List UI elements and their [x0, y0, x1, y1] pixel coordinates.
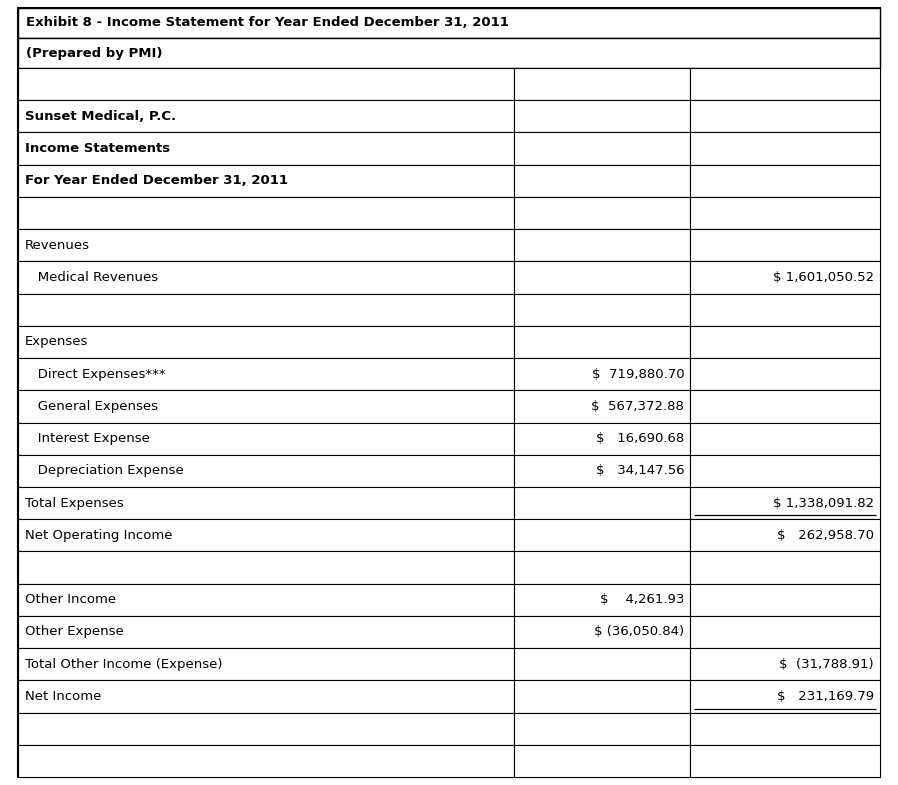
- Bar: [18, 616, 514, 648]
- Bar: [691, 616, 880, 648]
- Bar: [514, 197, 691, 229]
- Bar: [18, 681, 514, 713]
- Bar: [18, 165, 514, 197]
- Bar: [18, 390, 514, 422]
- Bar: [514, 487, 691, 519]
- Bar: [691, 551, 880, 583]
- Bar: [514, 713, 691, 745]
- Text: $ 1,601,050.52: $ 1,601,050.52: [773, 271, 874, 284]
- Text: $   34,147.56: $ 34,147.56: [595, 465, 684, 477]
- Bar: [691, 487, 880, 519]
- Bar: [691, 294, 880, 326]
- Bar: [18, 422, 514, 455]
- Bar: [514, 358, 691, 390]
- Bar: [18, 8, 880, 38]
- Bar: [514, 294, 691, 326]
- Bar: [691, 229, 880, 261]
- Bar: [514, 551, 691, 583]
- Text: $ 1,338,091.82: $ 1,338,091.82: [773, 497, 874, 509]
- Bar: [514, 100, 691, 133]
- Text: Depreciation Expense: Depreciation Expense: [25, 465, 184, 477]
- Bar: [18, 519, 514, 551]
- Text: Net Operating Income: Net Operating Income: [25, 529, 172, 542]
- Bar: [514, 519, 691, 551]
- Text: $   231,169.79: $ 231,169.79: [777, 690, 874, 703]
- Text: $   262,958.70: $ 262,958.70: [777, 529, 874, 542]
- Text: Income Statements: Income Statements: [25, 142, 170, 155]
- Bar: [691, 713, 880, 745]
- Text: Other Income: Other Income: [25, 593, 116, 606]
- Text: $  719,880.70: $ 719,880.70: [592, 367, 684, 381]
- Text: Net Income: Net Income: [25, 690, 101, 703]
- Bar: [18, 100, 514, 133]
- Text: For Year Ended December 31, 2011: For Year Ended December 31, 2011: [25, 174, 288, 188]
- Bar: [18, 487, 514, 519]
- Bar: [18, 294, 514, 326]
- Bar: [691, 745, 880, 777]
- Text: Direct Expenses***: Direct Expenses***: [25, 367, 165, 381]
- Bar: [691, 326, 880, 358]
- Text: $    4,261.93: $ 4,261.93: [600, 593, 684, 606]
- Bar: [18, 197, 514, 229]
- Bar: [514, 455, 691, 487]
- Bar: [514, 390, 691, 422]
- Bar: [18, 648, 514, 681]
- Bar: [18, 38, 880, 68]
- Bar: [514, 261, 691, 294]
- Bar: [514, 229, 691, 261]
- Bar: [691, 455, 880, 487]
- Text: Interest Expense: Interest Expense: [25, 432, 150, 445]
- Bar: [691, 519, 880, 551]
- Bar: [691, 648, 880, 681]
- Bar: [18, 358, 514, 390]
- Bar: [18, 133, 514, 165]
- Text: Other Expense: Other Expense: [25, 626, 124, 638]
- Text: $  567,372.88: $ 567,372.88: [592, 400, 684, 413]
- Bar: [18, 326, 514, 358]
- Text: Total Expenses: Total Expenses: [25, 497, 124, 509]
- Text: Medical Revenues: Medical Revenues: [25, 271, 158, 284]
- Bar: [691, 390, 880, 422]
- Bar: [691, 358, 880, 390]
- Bar: [691, 197, 880, 229]
- Bar: [514, 165, 691, 197]
- Bar: [18, 583, 514, 616]
- Bar: [18, 551, 514, 583]
- Bar: [514, 745, 691, 777]
- Bar: [18, 261, 514, 294]
- Text: Sunset Medical, P.C.: Sunset Medical, P.C.: [25, 110, 176, 122]
- Text: $  (31,788.91): $ (31,788.91): [779, 658, 874, 670]
- Bar: [514, 68, 691, 100]
- Text: Revenues: Revenues: [25, 239, 90, 252]
- Bar: [18, 455, 514, 487]
- Text: Total Other Income (Expense): Total Other Income (Expense): [25, 658, 223, 670]
- Bar: [18, 68, 514, 100]
- Bar: [691, 422, 880, 455]
- Bar: [18, 229, 514, 261]
- Text: General Expenses: General Expenses: [25, 400, 158, 413]
- Text: Expenses: Expenses: [25, 335, 88, 349]
- Bar: [18, 745, 514, 777]
- Bar: [691, 583, 880, 616]
- Bar: [514, 133, 691, 165]
- Text: $   16,690.68: $ 16,690.68: [596, 432, 684, 445]
- Bar: [514, 326, 691, 358]
- Bar: [514, 681, 691, 713]
- Bar: [691, 100, 880, 133]
- Text: $ (36,050.84): $ (36,050.84): [594, 626, 684, 638]
- Bar: [514, 648, 691, 681]
- Bar: [691, 165, 880, 197]
- Bar: [18, 713, 514, 745]
- Text: (Prepared by PMI): (Prepared by PMI): [26, 46, 163, 60]
- Bar: [691, 68, 880, 100]
- Text: Exhibit 8 - Income Statement for Year Ended December 31, 2011: Exhibit 8 - Income Statement for Year En…: [26, 16, 509, 30]
- Bar: [514, 583, 691, 616]
- Bar: [691, 133, 880, 165]
- Bar: [691, 261, 880, 294]
- Bar: [514, 422, 691, 455]
- Bar: [514, 616, 691, 648]
- Bar: [691, 681, 880, 713]
